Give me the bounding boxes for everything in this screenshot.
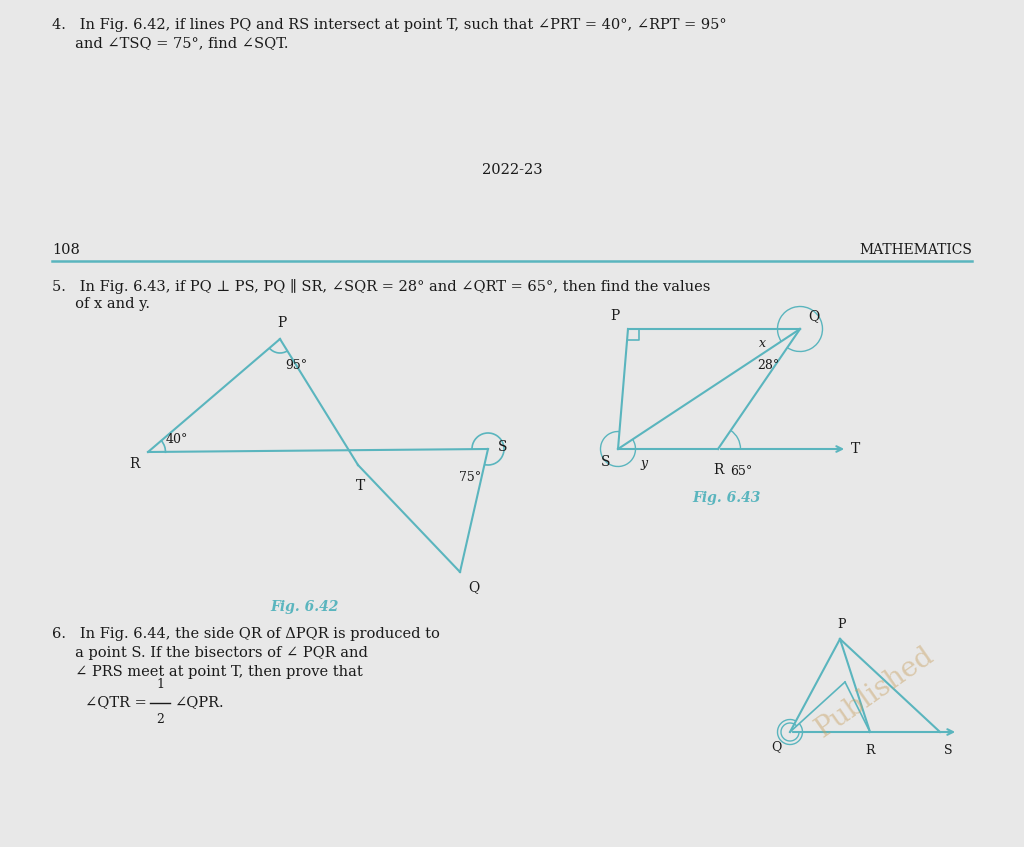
Text: y: y	[640, 457, 647, 470]
Text: x: x	[759, 337, 766, 350]
Text: 6.   In Fig. 6.44, the side QR of ΔPQR is produced to: 6. In Fig. 6.44, the side QR of ΔPQR is …	[52, 627, 440, 641]
Text: ∠ PRS meet at point T, then prove that: ∠ PRS meet at point T, then prove that	[52, 665, 362, 679]
Text: Published: Published	[811, 641, 939, 743]
Text: 4.   In Fig. 6.42, if lines PQ and RS intersect at point T, such that ∠PRT = 40°: 4. In Fig. 6.42, if lines PQ and RS inte…	[52, 18, 727, 32]
Text: P: P	[838, 618, 846, 631]
Text: 2022-23: 2022-23	[481, 163, 543, 177]
Text: S: S	[944, 744, 952, 757]
Text: 108: 108	[52, 243, 80, 257]
Text: S: S	[498, 440, 508, 454]
Text: 1: 1	[156, 678, 164, 691]
Text: MATHEMATICS: MATHEMATICS	[859, 243, 972, 257]
Text: Q: Q	[772, 740, 782, 753]
Text: 5.   In Fig. 6.43, if PQ ⊥ PS, PQ ∥ SR, ∠SQR = 28° and ∠QRT = 65°, then find the: 5. In Fig. 6.43, if PQ ⊥ PS, PQ ∥ SR, ∠S…	[52, 279, 711, 294]
Text: 40°: 40°	[166, 433, 188, 446]
Text: R: R	[713, 463, 723, 477]
Text: Fig. 6.43: Fig. 6.43	[692, 491, 761, 505]
Text: and ∠TSQ = 75°, find ∠SQT.: and ∠TSQ = 75°, find ∠SQT.	[52, 36, 289, 50]
Text: Q: Q	[808, 309, 819, 323]
Text: R: R	[130, 457, 140, 471]
Text: R: R	[865, 744, 874, 757]
Text: ∠QTR =: ∠QTR =	[85, 695, 146, 709]
Text: 75°: 75°	[459, 471, 481, 484]
Text: Q: Q	[468, 580, 479, 594]
Text: P: P	[610, 309, 620, 323]
Text: S: S	[600, 455, 610, 469]
Text: of x and y.: of x and y.	[52, 297, 150, 311]
Text: 2: 2	[156, 713, 164, 726]
Text: 65°: 65°	[730, 465, 753, 478]
Text: T: T	[355, 479, 365, 493]
Text: 95°: 95°	[285, 359, 307, 372]
Text: 28°: 28°	[757, 359, 779, 372]
Text: a point S. If the bisectors of ∠ PQR and: a point S. If the bisectors of ∠ PQR and	[52, 646, 368, 660]
Text: ∠QPR.: ∠QPR.	[175, 695, 224, 709]
Text: Fig. 6.42: Fig. 6.42	[270, 600, 339, 614]
Text: P: P	[278, 316, 287, 330]
Text: T: T	[851, 442, 860, 456]
